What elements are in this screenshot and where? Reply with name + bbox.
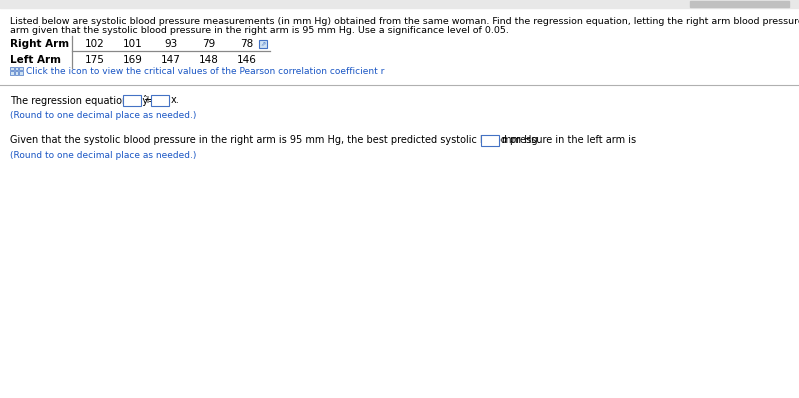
FancyBboxPatch shape bbox=[19, 71, 22, 75]
Text: 146: 146 bbox=[237, 55, 257, 65]
Text: Left Arm: Left Arm bbox=[10, 55, 61, 65]
Text: 175: 175 bbox=[85, 55, 105, 65]
Text: 102: 102 bbox=[85, 39, 105, 49]
FancyBboxPatch shape bbox=[14, 71, 18, 75]
Text: Click the icon to view the critical values of the Pearson correlation coefficien: Click the icon to view the critical valu… bbox=[26, 68, 385, 76]
FancyBboxPatch shape bbox=[122, 94, 141, 105]
FancyBboxPatch shape bbox=[19, 67, 22, 70]
Text: 148: 148 bbox=[199, 55, 219, 65]
Text: 147: 147 bbox=[161, 55, 181, 65]
Text: x.: x. bbox=[170, 95, 179, 105]
Text: 169: 169 bbox=[123, 55, 143, 65]
FancyBboxPatch shape bbox=[481, 135, 499, 146]
Text: (Round to one decimal place as needed.): (Round to one decimal place as needed.) bbox=[10, 111, 197, 121]
Text: +: + bbox=[144, 95, 152, 105]
FancyBboxPatch shape bbox=[14, 67, 18, 70]
Text: ⇗: ⇗ bbox=[260, 41, 265, 47]
FancyBboxPatch shape bbox=[150, 94, 169, 105]
Text: arm given that the systolic blood pressure in the right arm is 95 mm Hg. Use a s: arm given that the systolic blood pressu… bbox=[10, 26, 509, 35]
Text: Given that the systolic blood pressure in the right arm is 95 mm Hg, the best pr: Given that the systolic blood pressure i… bbox=[10, 135, 636, 145]
FancyBboxPatch shape bbox=[10, 67, 14, 70]
Text: mm Hg.: mm Hg. bbox=[502, 135, 540, 145]
Text: The regression equation is ŷ=: The regression equation is ŷ= bbox=[10, 94, 157, 105]
Text: 101: 101 bbox=[123, 39, 143, 49]
FancyBboxPatch shape bbox=[10, 71, 14, 75]
Text: Listed below are systolic blood pressure measurements (in mm Hg) obtained from t: Listed below are systolic blood pressure… bbox=[10, 17, 799, 26]
Text: Right Arm: Right Arm bbox=[10, 39, 70, 49]
Text: 93: 93 bbox=[165, 39, 177, 49]
Bar bbox=[0, 0, 799, 8]
Text: (Round to one decimal place as needed.): (Round to one decimal place as needed.) bbox=[10, 152, 197, 160]
Text: 79: 79 bbox=[202, 39, 216, 49]
Text: 78: 78 bbox=[240, 39, 253, 49]
FancyBboxPatch shape bbox=[259, 40, 267, 48]
Bar bbox=[690, 1, 789, 7]
